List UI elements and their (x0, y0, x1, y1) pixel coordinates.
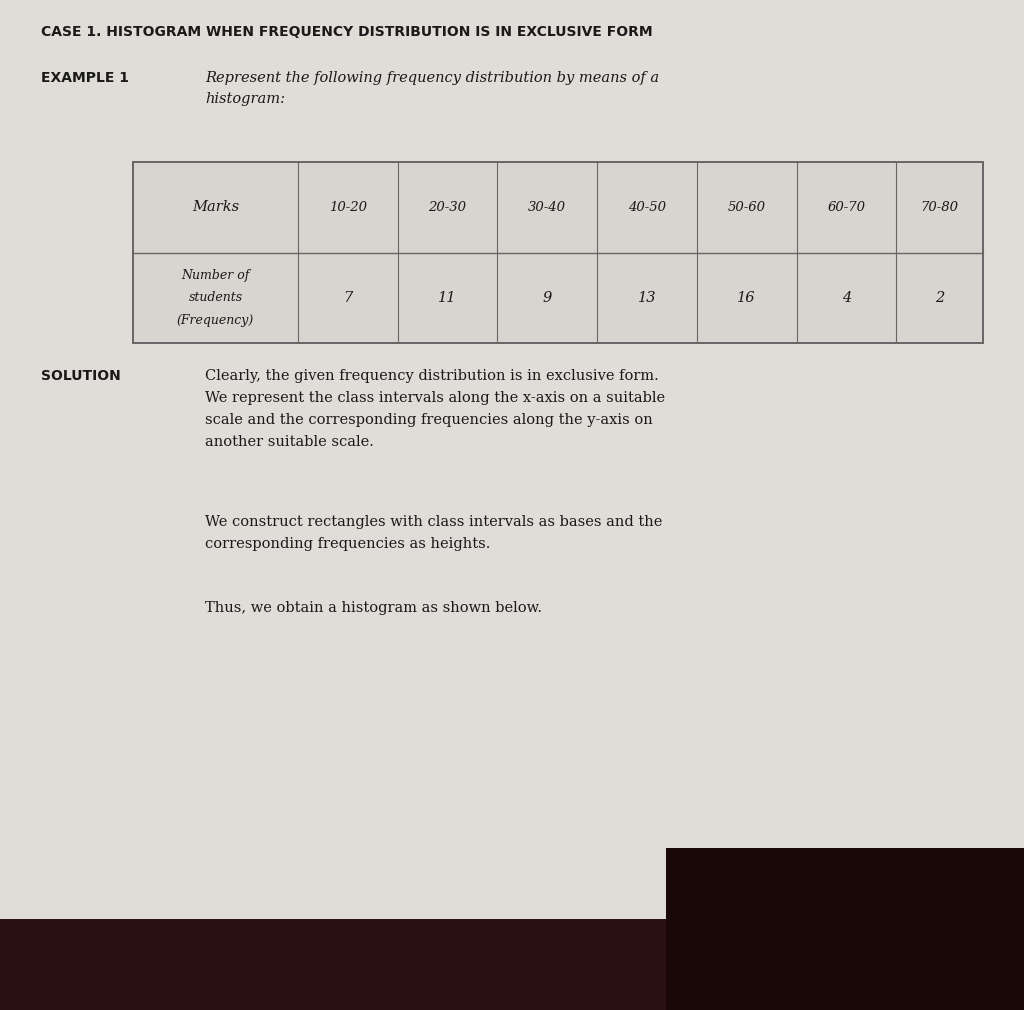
Text: 40-50: 40-50 (628, 201, 666, 213)
Text: We construct rectangles with class intervals as bases and the
corresponding freq: We construct rectangles with class inter… (205, 515, 663, 551)
Text: students: students (188, 292, 243, 304)
Text: 30-40: 30-40 (528, 201, 566, 213)
Text: SOLUTION: SOLUTION (41, 369, 121, 383)
Text: 16: 16 (737, 291, 756, 305)
Text: Clearly, the given frequency distribution is in exclusive form.
We represent the: Clearly, the given frequency distributio… (205, 369, 665, 449)
Text: Represent the following frequency distribution by means of a
histogram:: Represent the following frequency distri… (205, 71, 658, 106)
Bar (666, 848, 1024, 1010)
Text: Number of: Number of (181, 270, 250, 282)
Bar (0, 919, 1024, 1010)
Text: 70-80: 70-80 (921, 201, 958, 213)
Text: Marks: Marks (191, 200, 239, 214)
Text: 2: 2 (935, 291, 944, 305)
Text: (Frequency): (Frequency) (177, 314, 254, 326)
Text: 60-70: 60-70 (827, 201, 865, 213)
Text: Thus, we obtain a histogram as shown below.: Thus, we obtain a histogram as shown bel… (205, 601, 542, 615)
Text: 10-20: 10-20 (329, 201, 367, 213)
Text: 20-30: 20-30 (428, 201, 467, 213)
Text: 13: 13 (638, 291, 656, 305)
Bar (133, 162, 983, 343)
Text: 50-60: 50-60 (728, 201, 766, 213)
Text: 4: 4 (842, 291, 851, 305)
Text: EXAMPLE 1: EXAMPLE 1 (41, 71, 129, 85)
Text: CASE 1. HISTOGRAM WHEN FREQUENCY DISTRIBUTION IS IN EXCLUSIVE FORM: CASE 1. HISTOGRAM WHEN FREQUENCY DISTRIB… (41, 25, 652, 39)
Text: 11: 11 (438, 291, 457, 305)
Text: 9: 9 (543, 291, 552, 305)
Text: 7: 7 (343, 291, 352, 305)
